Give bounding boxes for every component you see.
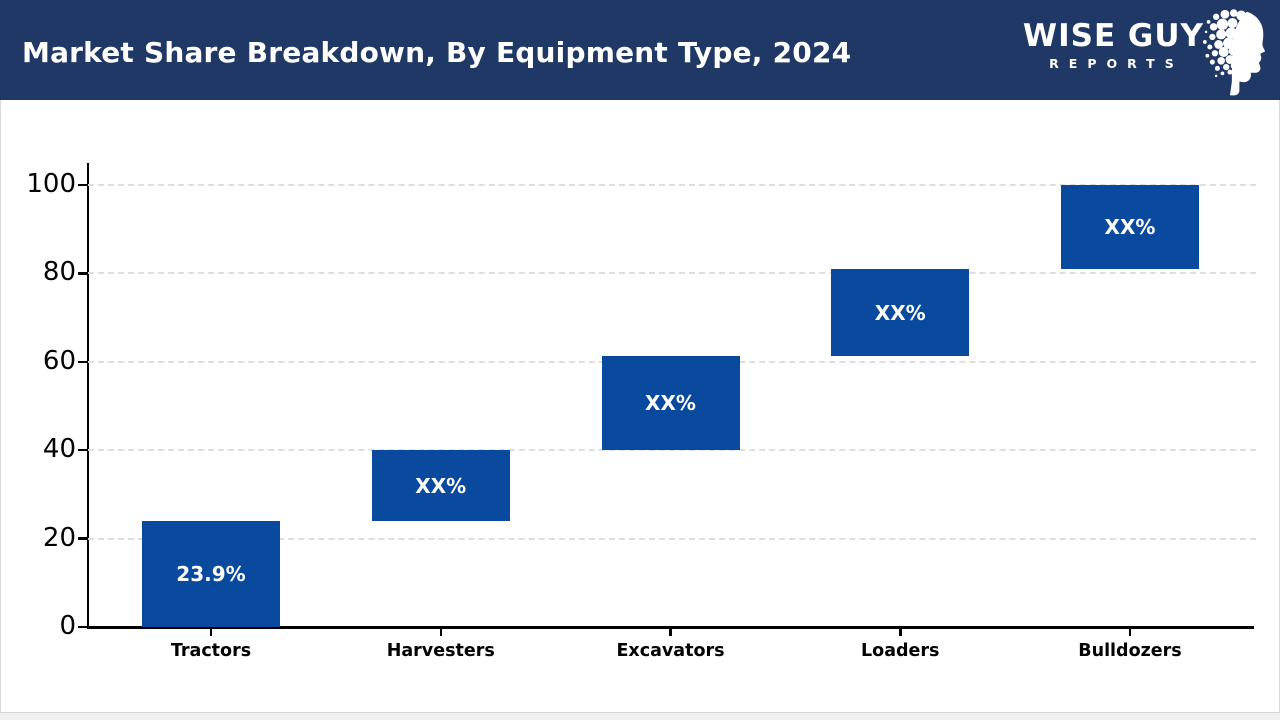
logo-head-icon — [1202, 9, 1266, 96]
chart-panel — [0, 100, 1280, 712]
wise-guy-reports-logo: WISE GUY REPORTS — [1002, 9, 1272, 96]
logo-wiseguy-label: WISE GUY — [1022, 18, 1204, 54]
page-title: Market Share Breakdown, By Equipment Typ… — [22, 36, 852, 69]
bottom-border-strip — [0, 712, 1280, 720]
logo-reports-label: REPORTS — [1049, 56, 1184, 71]
logo-text: WISE GUY REPORTS — [1023, 18, 1204, 71]
header-band: Market Share Breakdown, By Equipment Typ… — [0, 0, 1280, 100]
